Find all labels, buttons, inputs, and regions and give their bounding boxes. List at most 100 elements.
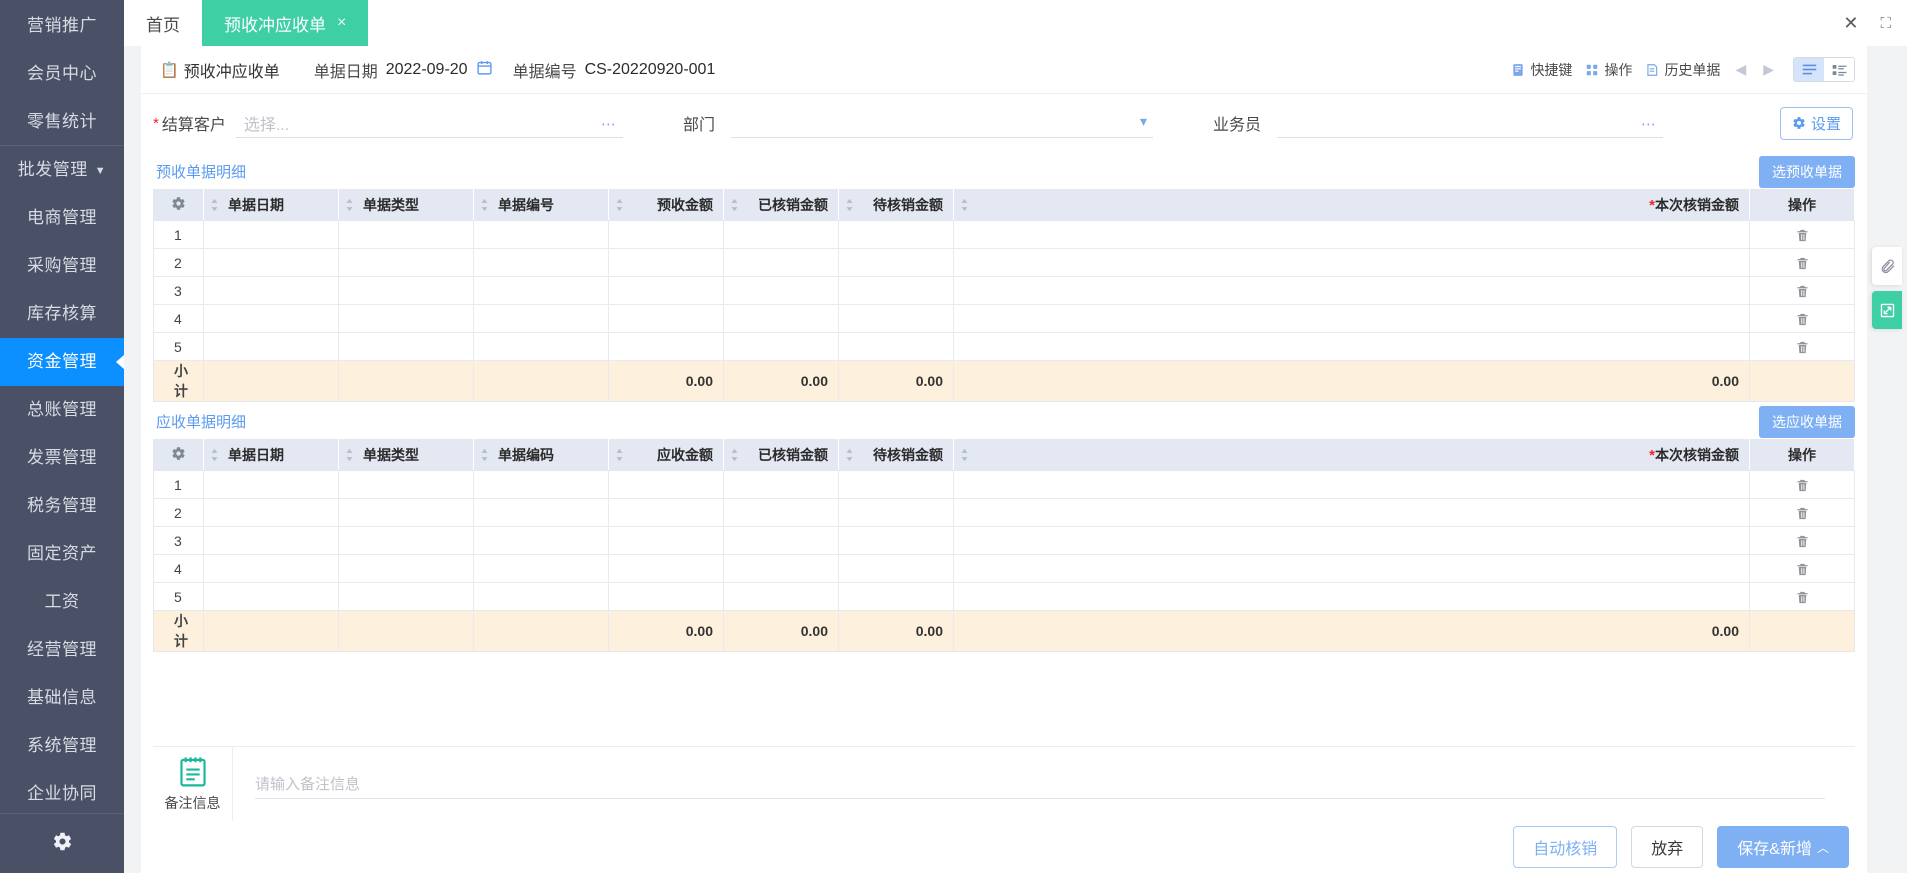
sidebar-item-13[interactable]: 经营管理 [0,626,124,674]
column-header[interactable]: 已核销金额 [723,439,839,471]
table-cell[interactable] [338,304,474,333]
table-cell[interactable] [203,498,339,527]
close-icon[interactable]: ✕ [1843,13,1859,33]
gear-icon[interactable] [171,447,186,464]
table-cell[interactable] [473,554,609,583]
column-settings-header[interactable] [153,439,204,471]
table-cell[interactable] [953,304,1750,333]
table-cell[interactable] [608,582,724,611]
column-header[interactable]: 应收金额 [608,439,724,471]
table-cell[interactable] [473,276,609,305]
column-header[interactable]: *本次核销金额 [953,189,1750,221]
table-cell[interactable] [953,332,1750,361]
sidebar-item-1[interactable]: 会员中心 [0,50,124,98]
prev-doc-icon[interactable]: ◀ [1735,61,1747,77]
sidebar-item-12[interactable]: 工资 [0,578,124,626]
ellipsis-icon[interactable]: ⋯ [1641,116,1657,133]
select-documents-button[interactable]: 选预收单据 [1759,156,1855,188]
table-row[interactable]: 4 [153,304,1855,333]
table-cell[interactable] [838,332,954,361]
table-cell[interactable] [723,248,839,277]
table-cell[interactable] [723,526,839,555]
trash-icon[interactable] [1795,226,1810,242]
column-header[interactable]: 待核销金额 [838,189,954,221]
table-cell[interactable] [838,498,954,527]
table-cell[interactable] [838,582,954,611]
table-cell[interactable] [338,498,474,527]
sidebar-item-0[interactable]: 营销推广 [0,2,124,50]
tab-close-icon[interactable]: × [337,14,347,31]
table-cell[interactable] [203,554,339,583]
sidebar-settings-button[interactable] [0,813,124,873]
shortcut-action[interactable]: 快捷键 [1511,60,1572,80]
column-header[interactable]: 单据日期 [203,189,339,221]
department-select[interactable]: ▾ [731,108,1153,138]
trash-icon[interactable] [1795,338,1810,354]
table-cell[interactable] [608,248,724,277]
table-cell[interactable] [723,582,839,611]
table-cell[interactable] [953,276,1750,305]
table-cell[interactable] [723,498,839,527]
list-view-icon[interactable] [1794,58,1824,81]
table-cell[interactable] [608,498,724,527]
column-header[interactable]: 单据类型 [338,439,474,471]
calendar-icon[interactable] [476,59,493,81]
save-and-new-button[interactable]: 保存&新增 ︿ [1717,826,1849,868]
table-cell[interactable] [203,276,339,305]
sidebar-item-2[interactable]: 零售统计 [0,98,124,146]
table-cell[interactable] [838,304,954,333]
salesperson-input[interactable]: ⋯ [1277,108,1663,138]
attachment-button[interactable] [1872,247,1902,285]
table-cell[interactable] [473,526,609,555]
table-row[interactable]: 1 [153,220,1855,249]
card-view-icon[interactable] [1824,58,1854,81]
remark-input[interactable]: 请输入备注信息 [255,769,1825,799]
column-header[interactable]: 已核销金额 [723,189,839,221]
document-type-tab[interactable]: 📋 预收冲应收单 [148,50,294,89]
table-row[interactable]: 5 [153,332,1855,361]
trash-icon[interactable] [1795,588,1810,604]
sidebar-item-11[interactable]: 固定资产 [0,530,124,578]
settings-button[interactable]: 设置 [1779,106,1853,140]
table-cell[interactable] [953,220,1750,249]
gear-icon[interactable] [171,197,186,214]
sidebar-item-7[interactable]: 资金管理 [0,338,124,386]
column-header[interactable]: 单据日期 [203,439,339,471]
chevron-down-icon[interactable]: ▾ [1139,113,1147,129]
select-documents-button[interactable]: 选应收单据 [1759,406,1855,438]
auto-write-off-button[interactable]: 自动核销 [1513,826,1618,868]
sidebar-item-5[interactable]: 采购管理 [0,242,124,290]
table-cell[interactable] [608,220,724,249]
table-cell[interactable] [838,220,954,249]
table-cell[interactable] [953,582,1750,611]
table-cell[interactable] [608,526,724,555]
table-cell[interactable] [953,248,1750,277]
table-cell[interactable] [203,220,339,249]
trash-icon[interactable] [1795,504,1810,520]
table-cell[interactable] [203,526,339,555]
table-cell[interactable] [473,220,609,249]
sidebar-item-6[interactable]: 库存核算 [0,290,124,338]
sidebar-item-4[interactable]: 电商管理 [0,194,124,242]
column-header[interactable]: 预收金额 [608,189,724,221]
column-header[interactable]: *本次核销金额 [953,439,1750,471]
fullscreen-button[interactable] [1872,291,1902,329]
table-cell[interactable] [953,526,1750,555]
table-row[interactable]: 5 [153,582,1855,611]
table-cell[interactable] [473,248,609,277]
table-cell[interactable] [723,554,839,583]
table-cell[interactable] [608,276,724,305]
table-cell[interactable] [203,470,339,499]
table-cell[interactable] [723,304,839,333]
column-header[interactable]: 操作 [1749,439,1855,471]
table-cell[interactable] [838,248,954,277]
table-cell[interactable] [953,498,1750,527]
table-cell[interactable] [723,470,839,499]
trash-icon[interactable] [1795,254,1810,270]
table-cell[interactable] [608,470,724,499]
table-cell[interactable] [838,526,954,555]
trash-icon[interactable] [1795,560,1810,576]
table-row[interactable]: 1 [153,470,1855,499]
document-date-value[interactable]: 2022-09-20 [385,60,468,78]
operation-action[interactable]: 操作 [1585,60,1632,80]
